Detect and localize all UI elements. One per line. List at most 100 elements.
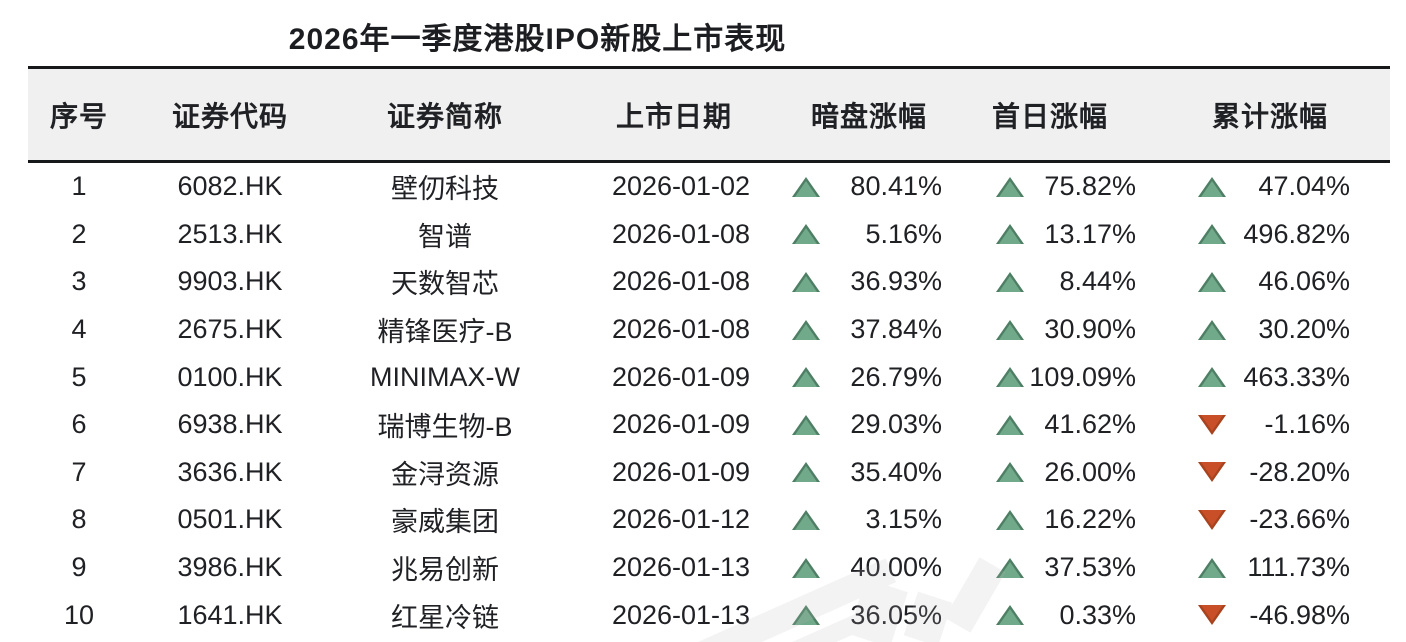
cell-date: 2026-01-09 (611, 361, 751, 392)
cell-code: 9903.HK (177, 266, 283, 297)
cell-first-gain: 109.09% (950, 362, 1150, 393)
table-row: 2 2513.HK 智谱 2026-01-08 5.16% 13.17% 496… (28, 211, 1390, 259)
up-triangle-icon (996, 557, 1024, 578)
cell-name: 兆易创新 (391, 555, 499, 586)
table-row: 10 1641.HK 红星冷链 2026-01-13 36.05% 0.33% … (28, 591, 1390, 639)
down-triangle-icon (1198, 509, 1226, 530)
cell-seq: 2 (71, 218, 87, 249)
cell-date: 2026-01-12 (611, 504, 751, 535)
up-triangle-icon (792, 509, 820, 530)
cell-date: 2026-01-09 (611, 409, 751, 440)
up-triangle-icon (1198, 176, 1226, 197)
ipo-table: 序号 证券代码 证券简称 上市日期 暗盘涨幅 首日涨幅 累计涨幅 1 6082.… (28, 66, 1390, 639)
cell-date: 2026-01-08 (611, 218, 751, 249)
cell-seq: 8 (71, 504, 87, 535)
cell-cum-gain: -1.16% (1150, 409, 1390, 440)
cell-code: 3986.HK (177, 552, 283, 583)
down-triangle-icon (1198, 605, 1226, 626)
column-header-date: 上市日期 (615, 100, 732, 132)
cell-code: 0501.HK (177, 504, 283, 535)
up-triangle-icon (792, 176, 820, 197)
cell-seq: 10 (63, 599, 95, 630)
cell-dark-gain: 37.84% (788, 314, 950, 345)
cell-name: 红星冷链 (391, 602, 499, 633)
cell-cum-gain: 496.82% (1150, 219, 1390, 250)
column-header-dark-gain: 暗盘涨幅 (810, 100, 927, 132)
up-triangle-icon (996, 367, 1024, 388)
up-triangle-icon (792, 605, 820, 626)
down-triangle-icon (1198, 462, 1226, 483)
up-triangle-icon (792, 367, 820, 388)
cell-dark-gain: 36.93% (788, 266, 950, 297)
column-header-name: 证券简称 (386, 100, 503, 132)
up-triangle-icon (1198, 271, 1226, 292)
up-triangle-icon (1198, 367, 1226, 388)
cell-name: 壁仞科技 (391, 174, 499, 205)
up-triangle-icon (1198, 319, 1226, 340)
table-row: 5 0100.HK MINIMAX-W 2026-01-09 26.79% 10… (28, 353, 1390, 401)
up-triangle-icon (996, 509, 1024, 530)
cell-date: 2026-01-13 (611, 599, 751, 630)
table-row: 7 3636.HK 金浔资源 2026-01-09 35.40% 26.00% … (28, 449, 1390, 497)
up-triangle-icon (996, 414, 1024, 435)
cell-code: 6938.HK (177, 409, 283, 440)
up-triangle-icon (996, 319, 1024, 340)
cell-code: 1641.HK (177, 599, 283, 630)
cell-name: 金浔资源 (391, 459, 499, 490)
cell-first-gain: 41.62% (950, 409, 1150, 440)
up-triangle-icon (792, 557, 820, 578)
cell-first-gain: 8.44% (950, 266, 1150, 297)
cell-seq: 6 (71, 409, 87, 440)
cell-code: 6082.HK (177, 171, 283, 202)
cell-first-gain: 16.22% (950, 504, 1150, 535)
up-triangle-icon (1198, 224, 1226, 245)
cell-name: 智谱 (418, 221, 472, 252)
cell-first-gain: 0.33% (950, 600, 1150, 631)
cell-seq: 4 (71, 314, 87, 345)
cell-seq: 9 (71, 552, 87, 583)
cell-cum-gain: -46.98% (1150, 600, 1390, 631)
cell-dark-gain: 29.03% (788, 409, 950, 440)
cell-name: 瑞博生物-B (377, 412, 513, 443)
cell-name: 精锋医疗-B (377, 317, 513, 348)
up-triangle-icon (792, 319, 820, 340)
cell-date: 2026-01-02 (611, 171, 751, 202)
cell-cum-gain: 47.04% (1150, 171, 1390, 202)
page-title: 2026年一季度港股IPO新股上市表现 (288, 23, 787, 56)
cell-seq: 7 (71, 456, 87, 487)
up-triangle-icon (996, 271, 1024, 292)
up-triangle-icon (996, 176, 1024, 197)
table-row: 4 2675.HK 精锋医疗-B 2026-01-08 37.84% 30.90… (28, 306, 1390, 354)
down-triangle-icon (1198, 414, 1226, 435)
cell-code: 2513.HK (177, 218, 283, 249)
cell-dark-gain: 3.15% (788, 504, 950, 535)
table-body: 1 6082.HK 壁仞科技 2026-01-02 80.41% 75.82% … (28, 163, 1390, 639)
cell-cum-gain: 46.06% (1150, 266, 1390, 297)
up-triangle-icon (792, 271, 820, 292)
up-triangle-icon (996, 605, 1024, 626)
up-triangle-icon (1198, 557, 1226, 578)
up-triangle-icon (792, 414, 820, 435)
cell-code: 2675.HK (177, 314, 283, 345)
cell-date: 2026-01-09 (611, 456, 751, 487)
cell-cum-gain: -28.20% (1150, 457, 1390, 488)
cell-dark-gain: 5.16% (788, 219, 950, 250)
table-row: 8 0501.HK 豪威集团 2026-01-12 3.15% 16.22% -… (28, 496, 1390, 544)
cell-cum-gain: 111.73% (1150, 552, 1390, 583)
table-row: 1 6082.HK 壁仞科技 2026-01-02 80.41% 75.82% … (28, 163, 1390, 211)
cell-date: 2026-01-08 (611, 314, 751, 345)
cell-dark-gain: 80.41% (788, 171, 950, 202)
column-header-seq: 序号 (49, 100, 108, 132)
cell-date: 2026-01-13 (611, 552, 751, 583)
cell-name: 天数智芯 (391, 269, 499, 300)
cell-code: 0100.HK (177, 361, 283, 392)
cell-first-gain: 30.90% (950, 314, 1150, 345)
column-header-cum-gain: 累计涨幅 (1211, 100, 1328, 132)
cell-name: MINIMAX-W (370, 361, 520, 392)
cell-date: 2026-01-08 (611, 266, 751, 297)
cell-seq: 1 (71, 171, 87, 202)
cell-dark-gain: 40.00% (788, 552, 950, 583)
cell-cum-gain: 30.20% (1150, 314, 1390, 345)
up-triangle-icon (996, 462, 1024, 483)
